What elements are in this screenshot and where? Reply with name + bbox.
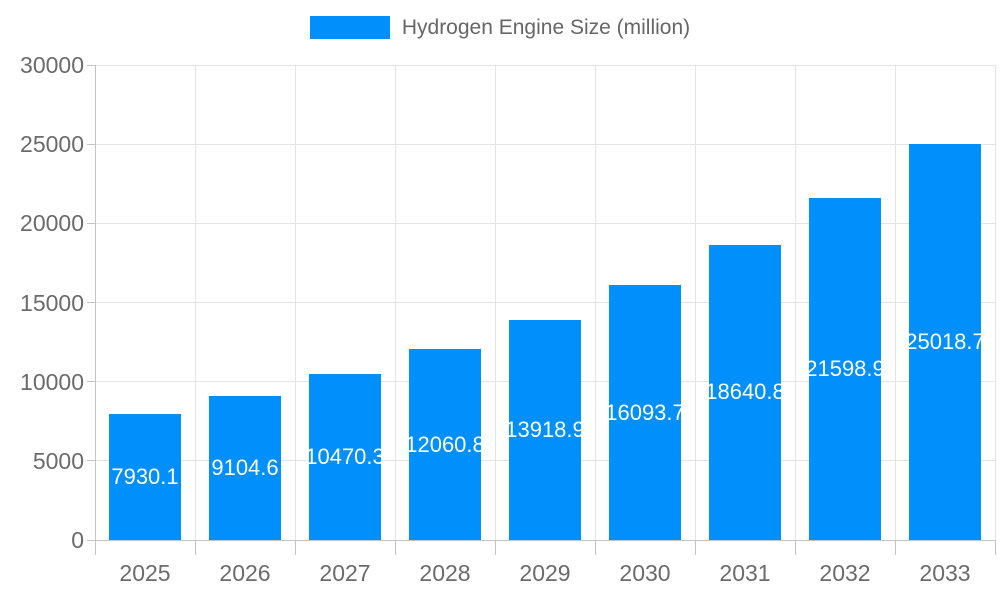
x-gridline xyxy=(994,65,996,540)
y-axis-tick-label: 20000 xyxy=(20,210,84,237)
y-axis-tick xyxy=(87,64,95,66)
y-axis-tick-label: 30000 xyxy=(20,52,84,78)
x-axis-tick xyxy=(694,540,696,555)
x-axis-category-label: 2031 xyxy=(719,560,771,586)
x-gridline xyxy=(394,65,396,540)
y-axis-tick xyxy=(87,143,95,145)
x-axis-tick xyxy=(494,540,496,555)
y-axis-tick xyxy=(87,460,95,462)
y-axis-line xyxy=(94,65,96,555)
y-gridline xyxy=(95,222,995,224)
bar-value-label: 13918.9 xyxy=(509,416,581,442)
bar-value-label: 12060.8 xyxy=(409,431,481,457)
bar-2033[interactable]: 25018.7 xyxy=(909,143,981,540)
x-axis-category-label: 2032 xyxy=(819,560,871,586)
bar-2027[interactable]: 10470.3 xyxy=(309,374,381,540)
bar-value-label: 10470.3 xyxy=(309,444,381,470)
bar-value-label: 7930.1 xyxy=(111,464,179,490)
x-axis-category-label: 2027 xyxy=(319,560,371,586)
bar-2031[interactable]: 18640.8 xyxy=(709,244,781,540)
bar-2028[interactable]: 12060.8 xyxy=(409,349,481,540)
y-axis-tick xyxy=(87,381,95,383)
bar-value-label: 18640.8 xyxy=(709,379,781,405)
y-gridline xyxy=(95,64,995,66)
x-gridline xyxy=(694,65,696,540)
y-axis-tick-label: 5000 xyxy=(32,447,84,474)
x-axis-tick xyxy=(194,540,196,555)
x-axis-category-label: 2029 xyxy=(519,560,571,586)
x-gridline xyxy=(494,65,496,540)
y-axis-tick-label: 15000 xyxy=(20,289,84,316)
x-axis-category-label: 2028 xyxy=(419,560,471,586)
y-axis-tick xyxy=(87,302,95,303)
bar-2025[interactable]: 7930.1 xyxy=(109,414,181,540)
legend-swatch-icon xyxy=(309,16,390,39)
x-gridline xyxy=(294,65,296,540)
bar-value-label: 21598.9 xyxy=(809,356,881,381)
x-gridline xyxy=(594,65,596,540)
legend-label: Hydrogen Engine Size (million) xyxy=(401,16,691,39)
x-axis-line xyxy=(87,539,995,541)
bar-2026[interactable]: 9104.6 xyxy=(209,395,281,540)
x-axis-category-label: 2030 xyxy=(619,560,671,586)
x-axis-category-label: 2033 xyxy=(919,560,971,586)
x-gridline xyxy=(194,65,196,540)
y-axis-tick xyxy=(87,222,95,224)
x-axis-tick xyxy=(294,540,296,555)
y-axis-tick-label: 10000 xyxy=(20,368,84,395)
x-axis-tick xyxy=(394,540,396,555)
x-gridline xyxy=(894,65,896,540)
bar-value-label: 25018.7 xyxy=(909,328,981,354)
y-gridline xyxy=(95,302,995,303)
bar-2030[interactable]: 16093.7 xyxy=(609,285,681,540)
y-gridline xyxy=(95,143,995,145)
x-axis-tick xyxy=(994,540,996,555)
chart-legend[interactable]: Hydrogen Engine Size (million) xyxy=(0,16,1000,39)
bar-2032[interactable]: 21598.9 xyxy=(809,198,881,540)
bar-value-label: 16093.7 xyxy=(609,399,681,425)
x-axis-category-label: 2026 xyxy=(219,560,271,586)
x-axis-tick xyxy=(594,540,596,555)
x-gridline xyxy=(794,65,796,540)
x-axis-tick xyxy=(894,540,896,555)
x-axis-tick xyxy=(794,540,796,555)
bar-2029[interactable]: 13918.9 xyxy=(509,319,581,540)
x-axis-category-label: 2025 xyxy=(119,560,171,586)
y-axis-tick-label: 0 xyxy=(71,527,84,553)
bar-value-label: 9104.6 xyxy=(211,454,279,480)
y-axis-tick-label: 25000 xyxy=(20,131,84,158)
